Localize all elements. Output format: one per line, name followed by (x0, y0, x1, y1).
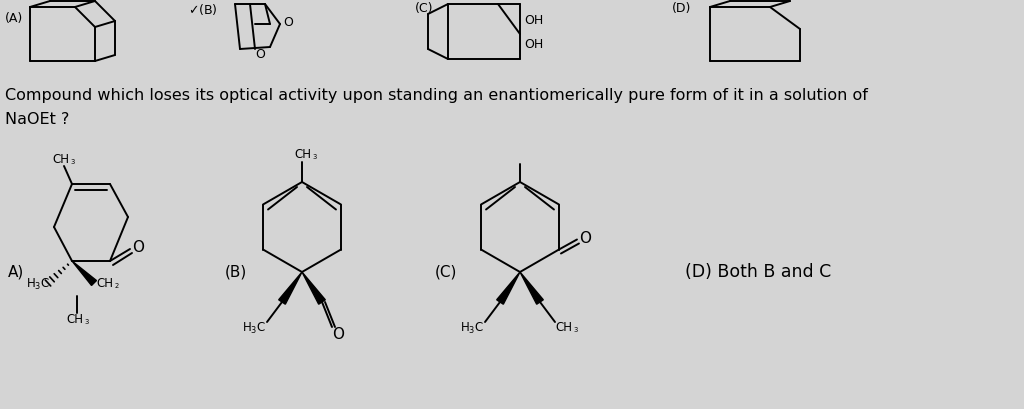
Text: (C): (C) (415, 2, 433, 15)
Text: H$_3$C: H$_3$C (460, 320, 484, 335)
Text: OH: OH (524, 13, 544, 27)
Text: O: O (332, 327, 344, 342)
Text: $_3$: $_3$ (70, 157, 76, 166)
Text: $_3$: $_3$ (84, 316, 90, 326)
Text: A): A) (8, 264, 25, 279)
Text: $_2$: $_2$ (114, 280, 120, 290)
Polygon shape (497, 272, 520, 304)
Text: (A): (A) (5, 12, 24, 25)
Text: CH: CH (555, 321, 572, 334)
Text: CH: CH (96, 277, 113, 290)
Text: H$_3$C: H$_3$C (242, 320, 266, 335)
Polygon shape (72, 261, 96, 286)
Text: CH: CH (66, 313, 83, 326)
Text: NaOEt ?: NaOEt ? (5, 112, 70, 127)
Text: OH: OH (524, 38, 544, 52)
Text: $_3$: $_3$ (312, 152, 317, 162)
Text: (D) Both B and C: (D) Both B and C (685, 262, 831, 280)
Text: CH: CH (52, 153, 69, 166)
Text: Compound which loses its optical activity upon standing an enantiomerically pure: Compound which loses its optical activit… (5, 88, 868, 103)
Text: (D): (D) (672, 2, 691, 15)
Polygon shape (520, 272, 544, 304)
Polygon shape (302, 272, 326, 304)
Text: O: O (132, 240, 144, 255)
Text: (B): (B) (225, 264, 247, 279)
Text: CH: CH (294, 148, 311, 161)
Text: O: O (579, 230, 591, 245)
Text: O: O (255, 47, 265, 61)
Text: $\checkmark$(B): $\checkmark$(B) (188, 2, 218, 17)
Text: $_3$: $_3$ (573, 324, 579, 334)
Text: O: O (283, 16, 293, 29)
Polygon shape (279, 272, 302, 304)
Text: H$_3$C: H$_3$C (26, 276, 50, 291)
Text: (C): (C) (435, 264, 458, 279)
